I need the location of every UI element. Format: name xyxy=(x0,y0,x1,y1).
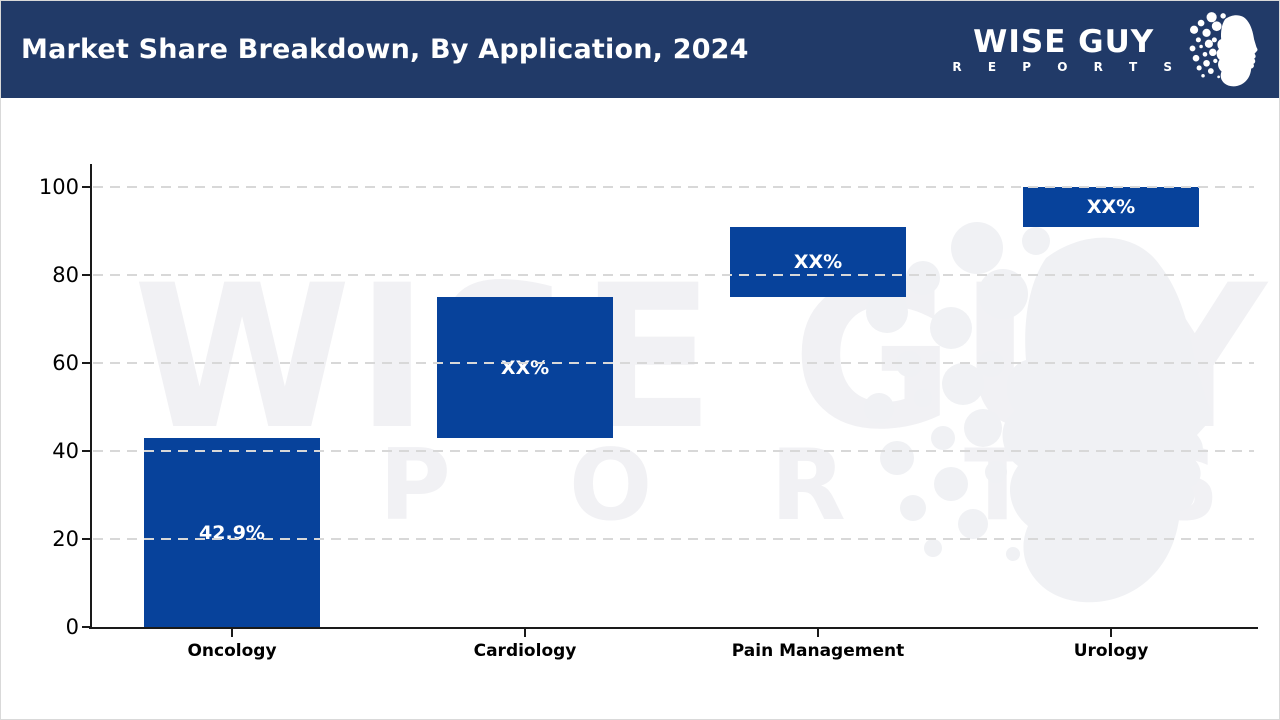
gridline-40 xyxy=(93,450,1254,452)
head-profile-watermark-icon xyxy=(864,222,1213,603)
x-tick-2 xyxy=(817,629,819,637)
y-tick-label-100: 100 xyxy=(38,175,79,199)
bar-urology: XX% xyxy=(1023,187,1199,227)
y-tick-20 xyxy=(82,538,91,540)
x-tick-1 xyxy=(524,629,526,637)
gridline-20 xyxy=(93,538,1254,540)
bar-value-label: XX% xyxy=(1086,195,1136,218)
head-profile-logo-icon xyxy=(1189,12,1258,87)
y-tick-label-40: 40 xyxy=(52,439,79,463)
y-tick-label-60: 60 xyxy=(52,351,79,375)
x-tick-label-0: Oncology xyxy=(187,641,277,661)
x-tick-0 xyxy=(231,629,233,637)
bar-value-label: XX% xyxy=(500,356,550,379)
x-tick-label-2: Pain Management xyxy=(731,641,905,661)
y-axis-line xyxy=(90,164,92,629)
title-banner: Market Share Breakdown, By Application, … xyxy=(1,1,1279,98)
bar-value-label: XX% xyxy=(793,250,843,273)
bar-oncology: 42.9% xyxy=(144,438,320,627)
x-axis-line xyxy=(89,627,1258,629)
logo-reports-text: R E P O R T S xyxy=(952,60,1183,74)
x-tick-label-1: Cardiology xyxy=(473,641,577,661)
gridline-60 xyxy=(93,362,1254,364)
logo-text: WISE GUY R E P O R T S xyxy=(944,25,1183,75)
bar-cardiology: XX% xyxy=(437,297,613,439)
x-tick-label-3: Urology xyxy=(1073,641,1149,661)
y-tick-40 xyxy=(82,450,91,452)
logo-wordmark: WISE GUY xyxy=(973,24,1155,60)
bar-pain-management: XX% xyxy=(730,226,906,297)
y-tick-100 xyxy=(82,186,91,188)
y-tick-60 xyxy=(82,362,91,364)
y-tick-label-0: 0 xyxy=(65,615,79,639)
page-title: Market Share Breakdown, By Application, … xyxy=(21,34,749,65)
y-tick-label-80: 80 xyxy=(52,263,79,287)
gridline-80 xyxy=(93,274,1254,276)
bar-value-label: 42.9% xyxy=(199,521,265,544)
gridline-100 xyxy=(93,186,1254,188)
y-tick-80 xyxy=(82,274,91,276)
y-tick-label-20: 20 xyxy=(52,527,79,551)
y-tick-0 xyxy=(82,626,91,628)
x-tick-3 xyxy=(1110,629,1112,637)
wise-guy-logo: WISE GUY R E P O R T S xyxy=(944,7,1269,93)
